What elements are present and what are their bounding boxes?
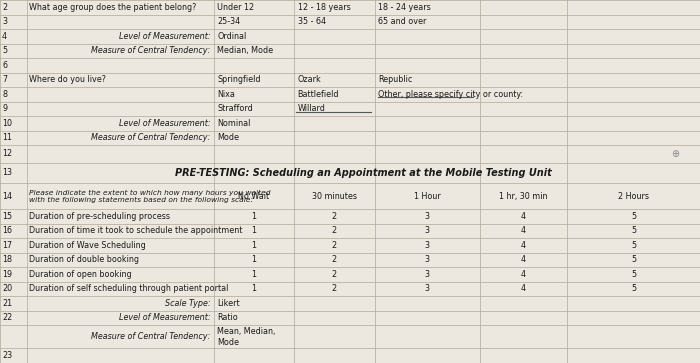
Text: Mean, Median,
Mode: Mean, Median, Mode <box>217 327 275 347</box>
Text: Strafford: Strafford <box>217 105 253 113</box>
Text: Measure of Central Tendency:: Measure of Central Tendency: <box>92 134 211 142</box>
Text: 3: 3 <box>424 256 430 264</box>
Text: 3: 3 <box>2 17 7 26</box>
Text: Level of Measurement:: Level of Measurement: <box>119 119 211 128</box>
Text: 1: 1 <box>251 212 256 221</box>
Text: 8: 8 <box>2 90 7 99</box>
Text: Please indicate the extent to which how many hours you waited
with the following: Please indicate the extent to which how … <box>29 189 270 203</box>
Text: 25-34: 25-34 <box>217 17 240 26</box>
Text: 1 hr, 30 min: 1 hr, 30 min <box>499 192 547 200</box>
Text: Mode: Mode <box>217 134 239 142</box>
Text: 1: 1 <box>251 227 256 235</box>
Text: 1 Hour: 1 Hour <box>414 192 440 200</box>
Text: 3: 3 <box>424 212 430 221</box>
Text: Duration of time it took to schedule the appointment: Duration of time it took to schedule the… <box>29 227 242 235</box>
Text: Nixa: Nixa <box>217 90 235 99</box>
Text: 2: 2 <box>332 212 337 221</box>
Text: What age group does the patient belong?: What age group does the patient belong? <box>29 3 196 12</box>
Text: Under 12: Under 12 <box>217 3 254 12</box>
Text: 17: 17 <box>2 241 12 250</box>
Text: Willard: Willard <box>298 105 326 113</box>
Text: Duration of pre-scheduling process: Duration of pre-scheduling process <box>29 212 169 221</box>
Text: 3: 3 <box>424 270 430 279</box>
Text: 4: 4 <box>521 256 526 264</box>
Text: Where do you live?: Where do you live? <box>29 76 106 84</box>
Text: ⊕: ⊕ <box>671 149 680 159</box>
Text: 15: 15 <box>2 212 12 221</box>
Text: Level of Measurement:: Level of Measurement: <box>119 32 211 41</box>
Text: 13: 13 <box>2 168 12 177</box>
Text: 20: 20 <box>2 285 12 293</box>
Text: 1: 1 <box>251 256 256 264</box>
Text: 5: 5 <box>631 285 636 293</box>
Text: 2: 2 <box>332 241 337 250</box>
Text: 5: 5 <box>2 46 7 55</box>
Text: Likert: Likert <box>217 299 239 308</box>
Text: 21: 21 <box>2 299 12 308</box>
Text: Duration of double booking: Duration of double booking <box>29 256 139 264</box>
Text: Battlefield: Battlefield <box>298 90 339 99</box>
Text: 30 minutes: 30 minutes <box>312 192 357 200</box>
Text: 14: 14 <box>2 192 12 200</box>
Text: 10: 10 <box>2 119 12 128</box>
Text: 5: 5 <box>631 241 636 250</box>
Text: 3: 3 <box>424 227 430 235</box>
Text: 5: 5 <box>631 212 636 221</box>
Text: 2: 2 <box>2 3 7 12</box>
Text: 5: 5 <box>631 256 636 264</box>
Text: Republic: Republic <box>378 76 412 84</box>
Text: Scale Type:: Scale Type: <box>165 299 211 308</box>
Text: 65 and over: 65 and over <box>378 17 426 26</box>
Text: 4: 4 <box>521 227 526 235</box>
Text: Measure of Central Tendency:: Measure of Central Tendency: <box>92 46 211 55</box>
Text: No Wait: No Wait <box>238 192 270 200</box>
Text: 19: 19 <box>2 270 12 279</box>
Text: 12 - 18 years: 12 - 18 years <box>298 3 350 12</box>
Text: Duration of self scheduling through patient portal: Duration of self scheduling through pati… <box>29 285 228 293</box>
Text: 1: 1 <box>251 285 256 293</box>
Text: 2: 2 <box>332 270 337 279</box>
Text: Ordinal: Ordinal <box>217 32 246 41</box>
Text: 4: 4 <box>521 212 526 221</box>
Text: 16: 16 <box>2 227 12 235</box>
Text: Duration of open booking: Duration of open booking <box>29 270 132 279</box>
Text: 3: 3 <box>424 285 430 293</box>
Text: 18 - 24 years: 18 - 24 years <box>378 3 430 12</box>
Text: 11: 11 <box>2 134 12 142</box>
Text: Duration of Wave Scheduling: Duration of Wave Scheduling <box>29 241 146 250</box>
Text: Springfield: Springfield <box>217 76 260 84</box>
Text: 4: 4 <box>2 32 7 41</box>
Text: Level of Measurement:: Level of Measurement: <box>119 314 211 322</box>
Text: 6: 6 <box>2 61 7 70</box>
Text: 35 - 64: 35 - 64 <box>298 17 326 26</box>
Text: 23: 23 <box>2 351 12 360</box>
Text: 2: 2 <box>332 285 337 293</box>
Text: 4: 4 <box>521 241 526 250</box>
Text: 5: 5 <box>631 227 636 235</box>
Text: 2: 2 <box>332 227 337 235</box>
Text: 9: 9 <box>2 105 7 113</box>
Text: 1: 1 <box>251 270 256 279</box>
Text: 4: 4 <box>521 270 526 279</box>
Text: 1: 1 <box>251 241 256 250</box>
Text: Median, Mode: Median, Mode <box>217 46 273 55</box>
Text: 3: 3 <box>424 241 430 250</box>
Text: Nominal: Nominal <box>217 119 251 128</box>
Text: PRE-TESTING: Scheduling an Appointment at the Mobile Testing Unit: PRE-TESTING: Scheduling an Appointment a… <box>175 168 552 178</box>
Text: 12: 12 <box>2 150 12 158</box>
Text: 2: 2 <box>332 256 337 264</box>
Text: Other, please specify city or county:: Other, please specify city or county: <box>378 90 523 99</box>
Text: 2 Hours: 2 Hours <box>618 192 649 200</box>
Text: 22: 22 <box>2 314 13 322</box>
Text: 18: 18 <box>2 256 12 264</box>
Text: Measure of Central Tendency:: Measure of Central Tendency: <box>92 333 211 341</box>
Text: Ratio: Ratio <box>217 314 238 322</box>
Text: 5: 5 <box>631 270 636 279</box>
Text: Ozark: Ozark <box>298 76 321 84</box>
Text: 7: 7 <box>2 76 7 84</box>
Text: 4: 4 <box>521 285 526 293</box>
